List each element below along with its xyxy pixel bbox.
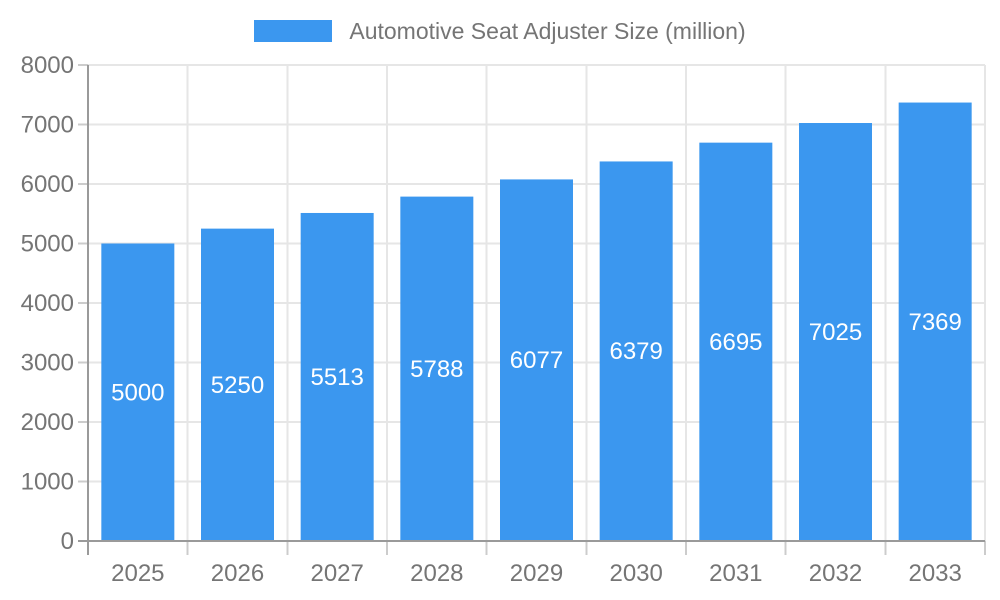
y-tick-label: 3000 — [21, 350, 74, 377]
bar-2031 — [699, 142, 773, 541]
legend-swatch — [254, 20, 333, 42]
y-tick-label: 1000 — [21, 469, 74, 496]
bar-2030 — [599, 161, 673, 541]
x-tick-label: 2032 — [809, 560, 862, 587]
bar-2026 — [201, 228, 274, 541]
bar-value-label: 5788 — [410, 356, 463, 383]
bar-value-label: 7369 — [908, 309, 961, 336]
bar-value-label: 6695 — [709, 329, 762, 356]
y-tick-label: 2000 — [21, 409, 74, 436]
legend: Automotive Seat Adjuster Size (million) — [0, 18, 1000, 44]
y-tick-label: 7000 — [21, 112, 74, 139]
x-tick-label: 2026 — [211, 560, 264, 587]
x-tick-label: 2033 — [908, 560, 961, 587]
bar-2027 — [300, 212, 374, 541]
bar-2033 — [898, 102, 972, 542]
legend-label: Automotive Seat Adjuster Size (million) — [349, 17, 746, 44]
y-tick-label: 0 — [61, 528, 74, 555]
y-tick-label: 4000 — [21, 290, 74, 317]
bar-value-label: 7025 — [809, 319, 862, 346]
x-tick-label: 2027 — [310, 560, 363, 587]
x-tick-label: 2029 — [510, 560, 563, 587]
x-tick-label: 2031 — [709, 560, 762, 587]
y-tick-label: 6000 — [21, 171, 74, 198]
bar-value-label: 5250 — [211, 372, 264, 399]
x-tick-label: 2028 — [410, 560, 463, 587]
y-tick-label: 8000 — [21, 52, 74, 79]
y-tick-label: 5000 — [21, 231, 74, 258]
bar-value-label: 5513 — [310, 364, 363, 391]
bar-value-label: 6379 — [609, 338, 662, 365]
x-tick-label: 2030 — [609, 560, 662, 587]
bar-2028 — [400, 196, 474, 541]
bar-2029 — [500, 179, 573, 541]
bar-2032 — [799, 123, 872, 541]
bar-value-label: 5000 — [111, 379, 164, 406]
x-tick-label: 2025 — [111, 560, 164, 587]
bar-value-label: 6077 — [510, 347, 563, 374]
bar-2025 — [101, 243, 175, 541]
